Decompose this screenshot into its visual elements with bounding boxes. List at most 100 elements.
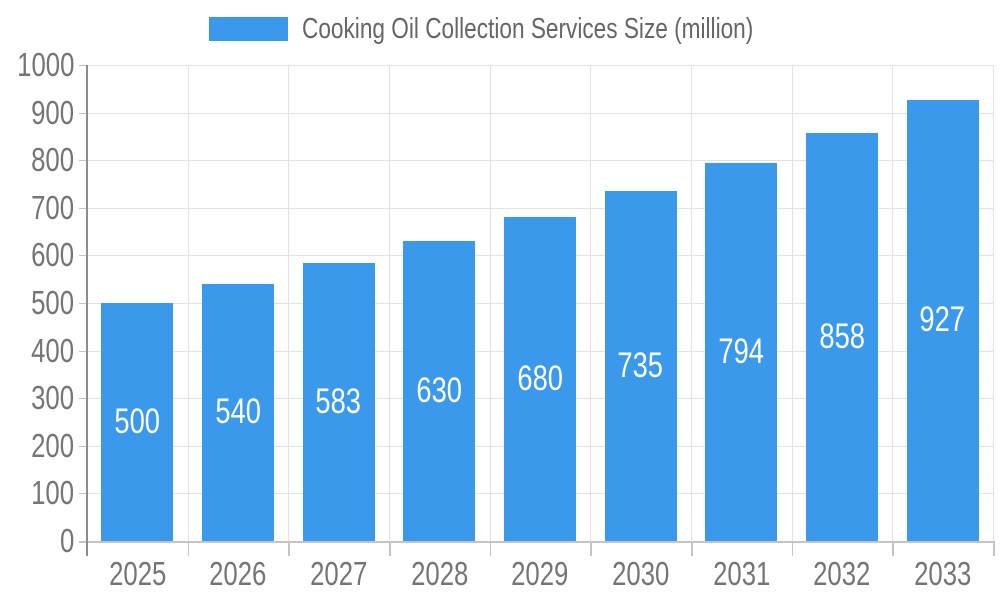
- bar-value-label-2027: 583: [303, 383, 375, 421]
- y-tick-label-200: 200: [0, 426, 74, 464]
- y-tick-label-1000: 1000: [0, 48, 74, 82]
- y-tick-label-0: 0: [0, 524, 74, 558]
- x-tick-label-2031-text: 2031: [712, 555, 770, 592]
- x-tick-label-2029-text: 2029: [511, 555, 569, 592]
- x-tick-label-2028: 2028: [389, 556, 490, 592]
- bar-value-label-2026: 540: [202, 393, 274, 431]
- bar-2026[interactable]: [202, 283, 274, 541]
- y-tick-label-800-text: 800: [31, 141, 74, 179]
- x-axis-tick: [389, 541, 391, 556]
- legend[interactable]: Cooking Oil Collection Services Size (mi…: [0, 0, 1000, 55]
- y-axis-tick: [79, 350, 87, 352]
- bar-2030[interactable]: [604, 191, 677, 541]
- bar-2029[interactable]: [504, 217, 576, 541]
- bar-value-label-2028: 630: [403, 372, 475, 410]
- y-tick-label-0-text: 0: [59, 522, 74, 559]
- gridline-vertical: [288, 65, 290, 541]
- gridline-vertical: [691, 65, 692, 541]
- x-axis-tick: [691, 541, 693, 556]
- x-tick-label-2027: 2027: [288, 556, 389, 592]
- y-axis-tick: [79, 445, 87, 447]
- bar-value-label-2030-text: 735: [617, 346, 664, 386]
- x-tick-label-2029: 2029: [490, 556, 591, 592]
- y-tick-label-700: 700: [0, 188, 74, 226]
- x-tick-label-2032: 2032: [792, 556, 893, 592]
- bar-value-label-2033-text: 927: [919, 300, 966, 340]
- y-tick-label-300: 300: [0, 381, 74, 415]
- y-tick-label-700-text: 700: [31, 188, 74, 226]
- x-tick-label-2028-text: 2028: [410, 555, 468, 592]
- gridline-horizontal: [87, 112, 993, 114]
- bar-value-label-2025: 500: [101, 403, 173, 441]
- bar-value-label-2027-text: 583: [315, 382, 362, 422]
- x-axis-line: [79, 541, 995, 543]
- x-tick-label-2027-text: 2027: [310, 555, 368, 592]
- bar-2033[interactable]: [906, 99, 979, 541]
- y-axis-line: [86, 65, 88, 556]
- y-tick-label-1000-text: 1000: [16, 46, 74, 83]
- bar-2027[interactable]: [302, 263, 375, 541]
- bar-value-label-2033: 927: [907, 301, 979, 339]
- bar-value-label-2029: 680: [504, 360, 576, 398]
- x-tick-label-2026-text: 2026: [209, 555, 267, 592]
- y-tick-label-100: 100: [0, 476, 74, 510]
- x-tick-label-2026: 2026: [188, 556, 289, 592]
- y-tick-label-200-text: 200: [31, 426, 74, 464]
- y-axis-tick: [79, 255, 87, 257]
- legend-label-text: Cooking Oil Collection Services Size (mi…: [302, 13, 754, 45]
- y-axis-tick: [79, 493, 87, 495]
- bar-value-label-2025-text: 500: [114, 402, 161, 441]
- y-tick-label-600: 600: [0, 238, 74, 272]
- bar-value-label-2029-text: 680: [517, 359, 563, 399]
- x-tick-label-2030-text: 2030: [612, 555, 670, 592]
- y-axis-tick: [79, 112, 87, 114]
- bar-value-label-2028-text: 630: [416, 371, 463, 411]
- y-tick-label-500: 500: [0, 286, 74, 320]
- gridline-vertical: [791, 65, 793, 541]
- bar-value-label-2031-text: 794: [718, 332, 765, 372]
- x-axis-tick: [590, 541, 592, 556]
- x-tick-label-2030: 2030: [590, 556, 691, 592]
- x-tick-label-2031: 2031: [691, 556, 792, 592]
- y-tick-label-300-text: 300: [31, 379, 74, 417]
- y-axis-tick: [79, 398, 87, 400]
- x-axis-tick: [892, 541, 894, 556]
- bar-value-label-2032-text: 858: [819, 316, 865, 356]
- y-axis-tick: [79, 303, 87, 304]
- y-axis-tick: [79, 541, 87, 542]
- y-tick-label-400-text: 400: [31, 331, 74, 369]
- y-tick-label-800: 800: [0, 143, 74, 177]
- y-axis-tick: [79, 160, 87, 162]
- y-axis-tick: [79, 65, 87, 66]
- x-axis-tick: [288, 541, 290, 556]
- x-tick-label-2033: 2033: [892, 556, 993, 592]
- bar-2025[interactable]: [101, 303, 174, 541]
- legend-swatch: [209, 17, 288, 41]
- y-tick-label-100-text: 100: [31, 474, 74, 512]
- x-axis-tick: [993, 541, 995, 556]
- y-tick-label-400: 400: [0, 331, 74, 369]
- y-tick-label-900: 900: [0, 93, 74, 131]
- bar-2032[interactable]: [806, 132, 878, 541]
- bar-2031[interactable]: [705, 163, 778, 541]
- x-tick-label-2025-text: 2025: [108, 555, 166, 592]
- x-axis-tick: [187, 541, 190, 556]
- bar-value-label-2030: 735: [605, 347, 677, 385]
- bar-value-label-2031: 794: [705, 333, 777, 371]
- gridline-horizontal: [87, 65, 993, 66]
- bar-value-label-2032: 858: [806, 316, 878, 356]
- gridline-vertical: [590, 65, 592, 541]
- gridline-vertical: [993, 65, 994, 541]
- bar-value-label-2026-text: 540: [215, 392, 261, 432]
- y-tick-label-500-text: 500: [31, 284, 74, 321]
- y-tick-label-900-text: 900: [31, 93, 74, 131]
- x-tick-label-2025: 2025: [87, 556, 188, 592]
- y-tick-label-600-text: 600: [31, 236, 74, 274]
- bar-2028[interactable]: [403, 241, 476, 541]
- x-axis-tick: [791, 541, 794, 556]
- x-tick-label-2032-text: 2032: [813, 555, 871, 592]
- gridline-vertical: [489, 65, 491, 541]
- gridline-vertical: [389, 65, 390, 541]
